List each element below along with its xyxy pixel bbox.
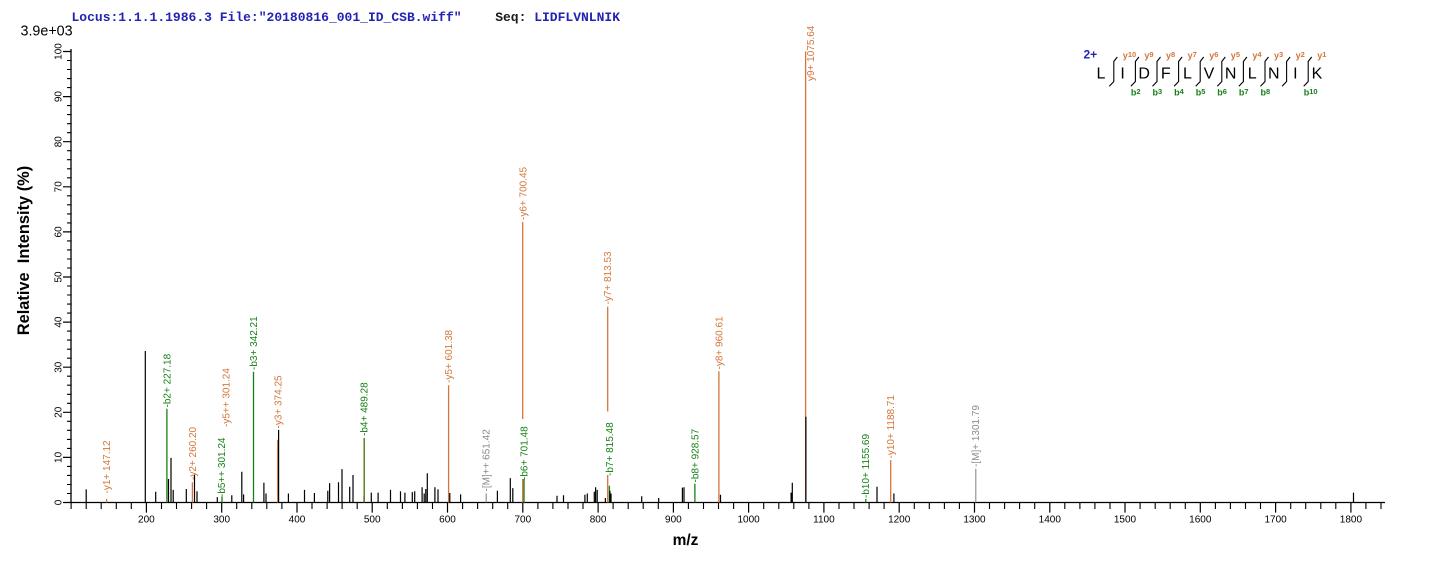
- svg-text:-y5++ 301.24: -y5++ 301.24: [222, 368, 233, 427]
- svg-text:1000: 1000: [737, 515, 760, 526]
- svg-text:I: I: [1120, 66, 1124, 83]
- svg-text:Relative Intensity (%): Relative Intensity (%): [15, 166, 33, 335]
- svg-text:V: V: [1204, 66, 1215, 83]
- svg-text:70: 70: [54, 181, 65, 193]
- svg-text:700: 700: [514, 515, 531, 526]
- svg-text:100: 100: [54, 43, 65, 60]
- svg-text:K: K: [1312, 66, 1323, 83]
- svg-text:-b3+ 342.21: -b3+ 342.21: [249, 316, 260, 370]
- svg-text:m/z: m/z: [673, 532, 699, 549]
- svg-text:D: D: [1138, 66, 1150, 83]
- svg-text:b3: b3: [1153, 87, 1163, 98]
- svg-text:90: 90: [54, 91, 65, 103]
- svg-text:-y8+ 960.61: -y8+ 960.61: [714, 316, 725, 370]
- svg-text:1600: 1600: [1189, 515, 1212, 526]
- svg-text:0: 0: [54, 499, 65, 505]
- svg-text:20: 20: [54, 406, 65, 418]
- svg-text:N: N: [1268, 66, 1280, 83]
- svg-text:N: N: [1225, 66, 1237, 83]
- svg-text:1700: 1700: [1264, 515, 1287, 526]
- svg-text:500: 500: [364, 515, 381, 526]
- svg-text:L: L: [1097, 66, 1106, 83]
- svg-text:-y6+ 700.45: -y6+ 700.45: [519, 166, 530, 220]
- svg-text:L: L: [1183, 66, 1192, 83]
- svg-text:-y3+ 374.25: -y3+ 374.25: [273, 375, 284, 429]
- svg-text:I: I: [1293, 66, 1297, 83]
- svg-text:1300: 1300: [963, 515, 986, 526]
- svg-text:3.9e+03: 3.9e+03: [21, 23, 73, 39]
- svg-text:F: F: [1161, 66, 1171, 83]
- svg-text:200: 200: [138, 515, 155, 526]
- svg-text:30: 30: [54, 361, 65, 373]
- svg-text:-b5++ 301.24: -b5++ 301.24: [217, 437, 228, 497]
- svg-text:-b7+ 815.48: -b7+ 815.48: [605, 422, 616, 476]
- svg-text:b7: b7: [1239, 87, 1249, 98]
- svg-text:1400: 1400: [1039, 515, 1062, 526]
- svg-text:900: 900: [665, 515, 682, 526]
- svg-text:b10: b10: [1304, 87, 1318, 98]
- svg-text:y9+ 1075.64: y9+ 1075.64: [806, 25, 817, 81]
- svg-text:800: 800: [590, 515, 607, 526]
- svg-text:y6: y6: [1209, 50, 1218, 61]
- svg-text:Locus:1.1.1.1986.3 File:"20180: Locus:1.1.1.1986.3 File:"20180816_001_ID…: [72, 10, 621, 25]
- svg-text:-y5+ 601.38: -y5+ 601.38: [444, 329, 455, 383]
- svg-text:b8: b8: [1261, 87, 1271, 98]
- svg-text:-[M]+ 1301.79: -[M]+ 1301.79: [971, 405, 982, 467]
- svg-text:-y10+ 1188.71: -y10+ 1188.71: [886, 395, 897, 459]
- svg-text:y3: y3: [1274, 50, 1283, 61]
- svg-text:300: 300: [213, 515, 230, 526]
- svg-text:y9: y9: [1144, 50, 1153, 61]
- svg-text:2+: 2+: [1084, 48, 1098, 62]
- svg-text:1100: 1100: [813, 515, 835, 526]
- svg-text:y7: y7: [1188, 50, 1197, 61]
- svg-text:-y2+ 260.20: -y2+ 260.20: [188, 426, 199, 480]
- svg-text:b6: b6: [1217, 87, 1227, 98]
- svg-text:-[M]++ 651.42: -[M]++ 651.42: [482, 429, 493, 492]
- svg-text:y1: y1: [1317, 50, 1326, 61]
- svg-text:40: 40: [54, 316, 65, 328]
- svg-text:-b2+ 227.18: -b2+ 227.18: [162, 353, 173, 407]
- svg-text:y2: y2: [1296, 50, 1305, 61]
- svg-text:b2: b2: [1131, 87, 1141, 98]
- svg-text:80: 80: [54, 136, 65, 148]
- svg-text:10: 10: [54, 451, 65, 463]
- svg-text:-y7+ 813.53: -y7+ 813.53: [603, 251, 614, 305]
- svg-text:y4: y4: [1252, 50, 1262, 61]
- svg-text:600: 600: [439, 515, 456, 526]
- svg-text:1800: 1800: [1340, 515, 1363, 526]
- svg-text:1200: 1200: [888, 515, 911, 526]
- svg-text:L: L: [1248, 66, 1257, 83]
- svg-text:-b4+ 489.28: -b4+ 489.28: [360, 382, 371, 436]
- svg-text:60: 60: [54, 226, 65, 238]
- svg-text:y10: y10: [1123, 50, 1136, 61]
- svg-text:b5: b5: [1196, 87, 1206, 98]
- svg-text:-b10+ 1155.69: -b10+ 1155.69: [861, 434, 872, 498]
- svg-text:50: 50: [54, 271, 65, 283]
- svg-text:b4: b4: [1174, 87, 1185, 98]
- svg-text:y8: y8: [1166, 50, 1175, 61]
- svg-text:y5: y5: [1231, 50, 1240, 61]
- svg-text:-y1+ 147.12: -y1+ 147.12: [102, 440, 113, 494]
- svg-text:1500: 1500: [1114, 515, 1137, 526]
- svg-text:-b8+ 928.57: -b8+ 928.57: [690, 428, 701, 482]
- svg-text:400: 400: [289, 515, 306, 526]
- svg-text:-b6+ 701.48: -b6+ 701.48: [520, 426, 531, 480]
